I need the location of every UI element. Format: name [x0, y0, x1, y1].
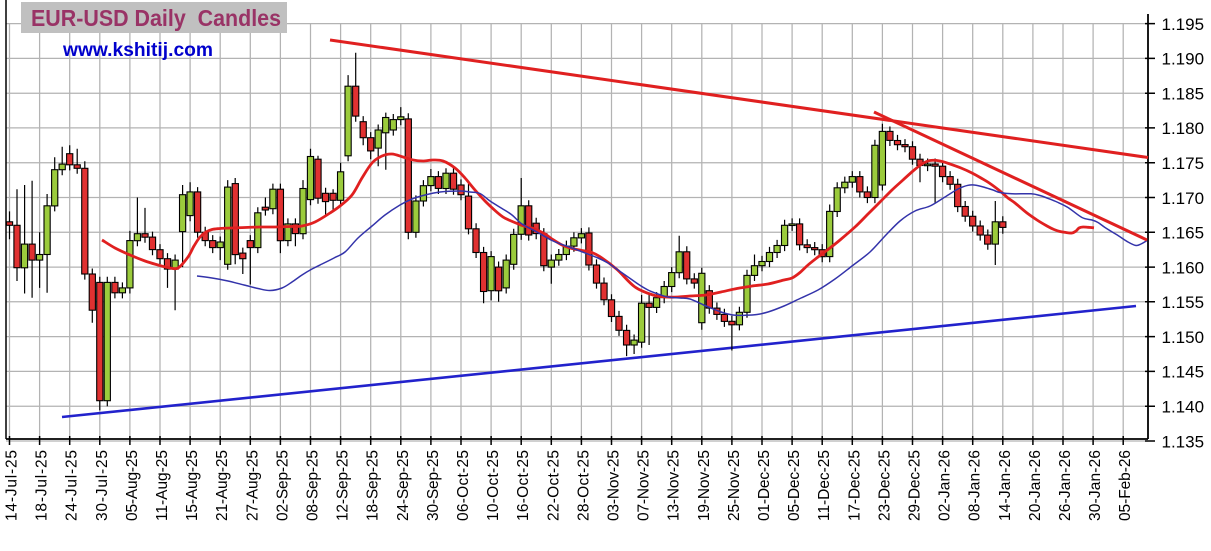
svg-text:1.190: 1.190	[1162, 50, 1205, 69]
svg-text:14-Jul-25: 14-Jul-25	[4, 450, 21, 521]
svg-text:21-Aug-25: 21-Aug-25	[214, 450, 231, 521]
svg-text:28-Oct-25: 28-Oct-25	[575, 450, 592, 521]
svg-text:30-Jan-26: 30-Jan-26	[1087, 450, 1104, 521]
svg-text:05-Dec-25: 05-Dec-25	[786, 450, 803, 521]
svg-text:17-Dec-25: 17-Dec-25	[846, 450, 863, 521]
svg-text:EUR-USD Daily Candles: EUR-USD Daily Candles	[31, 5, 281, 31]
svg-text:08-Jan-26: 08-Jan-26	[967, 450, 984, 521]
svg-text:05-Aug-25: 05-Aug-25	[124, 450, 141, 521]
svg-text:11-Dec-25: 11-Dec-25	[816, 450, 833, 521]
svg-text:08-Sep-25: 08-Sep-25	[305, 450, 322, 521]
svg-text:18-Jul-25: 18-Jul-25	[34, 450, 51, 521]
svg-text:1.165: 1.165	[1162, 224, 1205, 243]
svg-text:1.135: 1.135	[1162, 432, 1205, 451]
svg-text:1.160: 1.160	[1162, 258, 1205, 277]
svg-text:1.175: 1.175	[1162, 154, 1205, 173]
svg-text:1.170: 1.170	[1162, 189, 1205, 208]
svg-text:13-Nov-25: 13-Nov-25	[666, 450, 683, 521]
svg-text:1.155: 1.155	[1162, 293, 1205, 312]
svg-text:19-Nov-25: 19-Nov-25	[696, 450, 713, 521]
svg-text:15-Aug-25: 15-Aug-25	[184, 450, 201, 521]
svg-text:25-Nov-25: 25-Nov-25	[726, 450, 743, 521]
svg-text:11-Aug-25: 11-Aug-25	[154, 450, 171, 521]
svg-text:30-Sep-25: 30-Sep-25	[425, 450, 442, 521]
svg-text:1.140: 1.140	[1162, 398, 1205, 417]
svg-text:02-Jan-26: 02-Jan-26	[937, 450, 954, 521]
svg-text:06-Oct-25: 06-Oct-25	[455, 450, 472, 521]
svg-text:26-Jan-26: 26-Jan-26	[1057, 450, 1074, 521]
svg-text:1.145: 1.145	[1162, 363, 1205, 382]
svg-text:www.kshitij.com: www.kshitij.com	[62, 40, 213, 61]
svg-text:23-Dec-25: 23-Dec-25	[876, 450, 893, 521]
svg-text:30-Jul-25: 30-Jul-25	[94, 450, 111, 521]
svg-text:20-Jan-26: 20-Jan-26	[1027, 450, 1044, 521]
svg-text:01-Dec-25: 01-Dec-25	[756, 450, 773, 521]
svg-text:1.185: 1.185	[1162, 85, 1205, 104]
svg-text:07-Nov-25: 07-Nov-25	[636, 450, 653, 521]
svg-text:10-Oct-25: 10-Oct-25	[485, 450, 502, 521]
svg-text:22-Oct-25: 22-Oct-25	[545, 450, 562, 521]
svg-text:05-Feb-26: 05-Feb-26	[1117, 450, 1134, 521]
svg-text:1.195: 1.195	[1162, 15, 1205, 34]
svg-text:18-Sep-25: 18-Sep-25	[365, 450, 382, 521]
svg-text:14-Jan-26: 14-Jan-26	[997, 450, 1014, 521]
svg-text:1.180: 1.180	[1162, 119, 1205, 138]
svg-text:27-Aug-25: 27-Aug-25	[244, 450, 261, 521]
svg-text:24-Jul-25: 24-Jul-25	[64, 450, 81, 521]
svg-text:02-Sep-25: 02-Sep-25	[274, 450, 291, 521]
svg-text:29-Dec-25: 29-Dec-25	[907, 450, 924, 521]
svg-text:03-Nov-25: 03-Nov-25	[606, 450, 623, 521]
svg-text:16-Oct-25: 16-Oct-25	[515, 450, 532, 521]
svg-text:12-Sep-25: 12-Sep-25	[335, 450, 352, 521]
svg-text:1.150: 1.150	[1162, 328, 1205, 347]
svg-text:24-Sep-25: 24-Sep-25	[395, 450, 412, 521]
